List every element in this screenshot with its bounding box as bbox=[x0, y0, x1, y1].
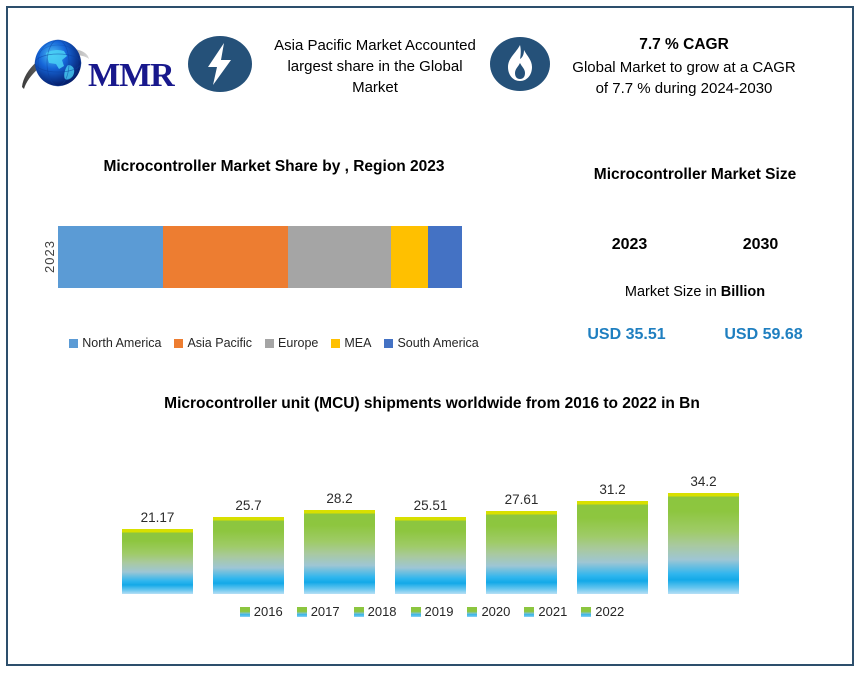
stacked-bar-segment bbox=[163, 226, 289, 288]
legend-item: 2022 bbox=[581, 604, 624, 619]
bar-column: 21.17 bbox=[122, 462, 193, 594]
legend-label: 2018 bbox=[367, 604, 397, 619]
market-size-value-base: USD 35.51 bbox=[587, 326, 666, 343]
legend-label: North America bbox=[82, 336, 162, 350]
bar-column: 34.2 bbox=[668, 462, 739, 594]
market-size-title: Microcontroller Market Size bbox=[593, 166, 797, 183]
legend-label: MEA bbox=[344, 336, 372, 350]
market-size-value-forecast: USD 59.68 bbox=[724, 326, 803, 343]
legend-swatch-icon bbox=[331, 338, 341, 348]
bar-rect bbox=[486, 511, 557, 594]
legend-swatch-icon bbox=[384, 338, 394, 348]
market-share-chart: Microcontroller Market Share by , Region… bbox=[14, 150, 534, 375]
bar-rect bbox=[668, 493, 739, 594]
header-item-asia-pacific: Asia Pacific Market Accounted largest sh… bbox=[186, 33, 486, 100]
legend-label: 2017 bbox=[310, 604, 340, 619]
legend-label: 2016 bbox=[253, 604, 283, 619]
legend-label: 2021 bbox=[538, 604, 568, 619]
market-size-years: 2023 2030 bbox=[540, 236, 850, 254]
legend-label: Europe bbox=[278, 336, 319, 350]
legend-label: Asia Pacific bbox=[187, 336, 253, 350]
page-border bbox=[6, 6, 854, 666]
market-share-plot: 2023 bbox=[14, 218, 534, 296]
legend-swatch-icon bbox=[265, 338, 275, 348]
bar-column: 25.7 bbox=[213, 462, 284, 594]
legend-swatch-icon bbox=[296, 606, 307, 617]
legend-swatch-icon bbox=[581, 606, 592, 617]
cagr-body: Global Market to grow at a CAGR of 7.7 %… bbox=[572, 58, 796, 97]
brand-name: MMR bbox=[88, 57, 175, 94]
legend-swatch-icon bbox=[353, 606, 364, 617]
stacked-bar bbox=[58, 226, 462, 288]
legend-item: 2021 bbox=[524, 604, 567, 619]
legend-swatch-icon bbox=[174, 338, 184, 348]
market-size-year-base: 2023 bbox=[611, 236, 648, 253]
legend-label: 2019 bbox=[424, 604, 454, 619]
stacked-bar-segment bbox=[427, 226, 462, 288]
legend-item: 2018 bbox=[353, 604, 397, 619]
market-size-year-forecast: 2030 bbox=[742, 236, 779, 253]
shipments-title: Microcontroller unit (MCU) shipments wor… bbox=[164, 395, 700, 412]
legend-item: 2020 bbox=[467, 604, 510, 619]
market-size-values: USD 35.51 USD 59.68 bbox=[540, 326, 850, 344]
market-size-caption-prefix: Market Size in bbox=[624, 284, 721, 300]
bar-value-label: 31.2 bbox=[599, 482, 626, 497]
bar-value-label: 25.51 bbox=[413, 498, 448, 513]
legend-item: 2017 bbox=[296, 604, 340, 619]
legend-item: Europe bbox=[265, 336, 318, 350]
shipments-chart: Microcontroller unit (MCU) shipments wor… bbox=[14, 392, 850, 648]
stacked-bar-segment bbox=[391, 226, 428, 288]
globe-icon bbox=[18, 35, 92, 102]
bar-value-label: 27.61 bbox=[504, 492, 539, 507]
legend-label: 2020 bbox=[481, 604, 511, 619]
header: MMR Asia Pacific Market Accounted larges… bbox=[10, 10, 850, 122]
legend-item: Asia Pacific bbox=[174, 336, 252, 350]
legend-item: North America bbox=[69, 336, 161, 350]
market-share-title: Microcontroller Market Share by , Region… bbox=[103, 158, 445, 175]
bar-value-label: 28.2 bbox=[326, 491, 353, 506]
header-item-text: 7.7 % CAGR Global Market to grow at a CA… bbox=[564, 34, 804, 99]
stacked-bar-segment bbox=[58, 226, 164, 288]
cagr-heading: 7.7 % CAGR bbox=[639, 35, 729, 53]
bar-value-label: 34.2 bbox=[690, 474, 717, 489]
brand-logo: MMR bbox=[10, 21, 186, 111]
legend-swatch-icon bbox=[239, 606, 250, 617]
market-share-legend: North America Asia Pacific Europe MEA South … bbox=[14, 336, 534, 350]
market-size-caption-unit: Billion bbox=[720, 284, 766, 300]
legend-swatch-icon bbox=[524, 606, 535, 617]
legend-swatch-icon bbox=[467, 606, 478, 617]
shipments-plot: 21.17 25.7 28.2 25.51 27.61 31.2 34.2 bbox=[122, 462, 742, 594]
market-size-panel: Microcontroller Market Size 2023 2030 Ma… bbox=[540, 150, 850, 375]
bar-value-label: 25.7 bbox=[235, 498, 262, 513]
legend-item: South America bbox=[384, 336, 479, 350]
legend-item: 2016 bbox=[239, 604, 283, 619]
legend-swatch-icon bbox=[410, 606, 421, 617]
legend-label: 2022 bbox=[595, 604, 625, 619]
market-size-caption: Market Size in Billion bbox=[540, 284, 850, 300]
legend-swatch-icon bbox=[69, 338, 79, 348]
legend-item: MEA bbox=[331, 336, 371, 350]
bar-rect bbox=[304, 510, 375, 594]
bar-value-label: 21.17 bbox=[140, 510, 175, 525]
header-item-cagr: 7.7 % CAGR Global Market to grow at a CA… bbox=[486, 33, 816, 100]
stacked-bar-segment bbox=[288, 226, 392, 288]
flame-icon bbox=[486, 33, 554, 100]
lightning-bolt-icon bbox=[186, 33, 254, 100]
bar-rect bbox=[395, 517, 466, 594]
legend-label: South America bbox=[397, 336, 479, 350]
bar-column: 28.2 bbox=[304, 462, 375, 594]
legend-item: 2019 bbox=[410, 604, 454, 619]
bar-rect bbox=[122, 529, 193, 594]
header-item-text: Asia Pacific Market Accounted largest sh… bbox=[274, 36, 476, 96]
bar-rect bbox=[213, 517, 284, 594]
bar-column: 27.61 bbox=[486, 462, 557, 594]
bar-column: 31.2 bbox=[577, 462, 648, 594]
shipments-legend: 2016 2017 2018 2019 2020 2021 2022 bbox=[14, 604, 850, 619]
bar-rect bbox=[577, 501, 648, 594]
bar-column: 25.51 bbox=[395, 462, 466, 594]
